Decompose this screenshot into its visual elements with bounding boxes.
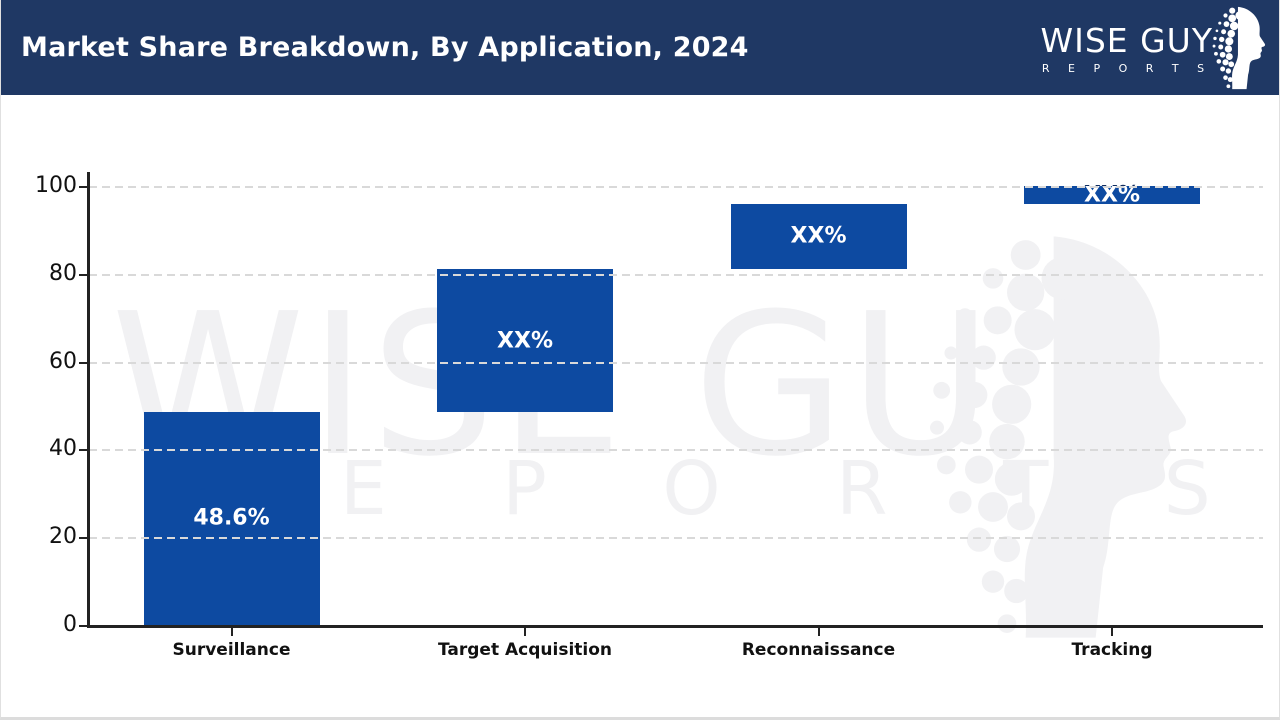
y-tick bbox=[79, 537, 87, 539]
bar-tracking: XX% bbox=[1024, 186, 1200, 204]
y-tick-label: 100 bbox=[35, 173, 77, 198]
x-category-label: Surveillance bbox=[172, 640, 291, 660]
bar-value-label: XX% bbox=[497, 328, 553, 354]
bar-value-label: 48.6% bbox=[193, 505, 270, 531]
grid-line bbox=[89, 274, 1263, 276]
grid-line bbox=[89, 186, 1263, 188]
x-tick bbox=[230, 628, 233, 636]
x-tick bbox=[817, 628, 820, 636]
bar-surveillance: 48.6% bbox=[143, 411, 320, 625]
y-tick-label: 80 bbox=[49, 260, 77, 286]
chart-title: Market Share Breakdown, By Application, … bbox=[21, 32, 749, 63]
header: Market Share Breakdown, By Application, … bbox=[1, 0, 1279, 95]
y-tick bbox=[79, 449, 87, 451]
x-category-label: Target Acquisition bbox=[437, 640, 613, 660]
x-axis-line bbox=[87, 625, 1263, 628]
brand-name: WISE GUY bbox=[1040, 21, 1213, 60]
bar-target-acquisition: XX% bbox=[437, 269, 613, 412]
y-tick-label: 60 bbox=[49, 348, 77, 374]
x-category-label: Tracking bbox=[1071, 640, 1153, 660]
bar-reconnaissance: XX% bbox=[730, 203, 907, 270]
y-axis-line bbox=[87, 172, 90, 628]
brand-subname: R E P O R T S bbox=[1041, 62, 1212, 75]
x-tick bbox=[1111, 628, 1113, 636]
watermark-brand-subname: R E P O R T S bbox=[173, 446, 1257, 532]
grid-line bbox=[89, 537, 1263, 539]
brand-logo: WISE GUY R E P O R T S bbox=[1040, 4, 1275, 92]
grid-line bbox=[89, 362, 1263, 364]
y-tick bbox=[79, 186, 87, 188]
grid-line bbox=[89, 449, 1263, 451]
y-tick bbox=[79, 362, 87, 364]
head-dots-icon bbox=[1212, 6, 1266, 90]
x-category-label: Reconnaissance bbox=[741, 640, 896, 660]
y-tick bbox=[79, 625, 87, 627]
y-tick-label: 20 bbox=[49, 524, 77, 550]
y-tick-label: 40 bbox=[49, 436, 77, 462]
y-tick-label: 0 bbox=[63, 612, 77, 637]
y-tick bbox=[79, 274, 87, 276]
plot-area: WISE GU R E P O R T S 48.6%XX%XX%XX% 48. bbox=[1, 95, 1279, 717]
brand-logo-text: WISE GUY R E P O R T S bbox=[1040, 21, 1213, 75]
bar-value-label: XX% bbox=[1084, 186, 1140, 204]
logo-dots bbox=[1212, 7, 1245, 89]
bar-value-label: XX% bbox=[790, 223, 847, 249]
x-tick bbox=[524, 628, 526, 636]
